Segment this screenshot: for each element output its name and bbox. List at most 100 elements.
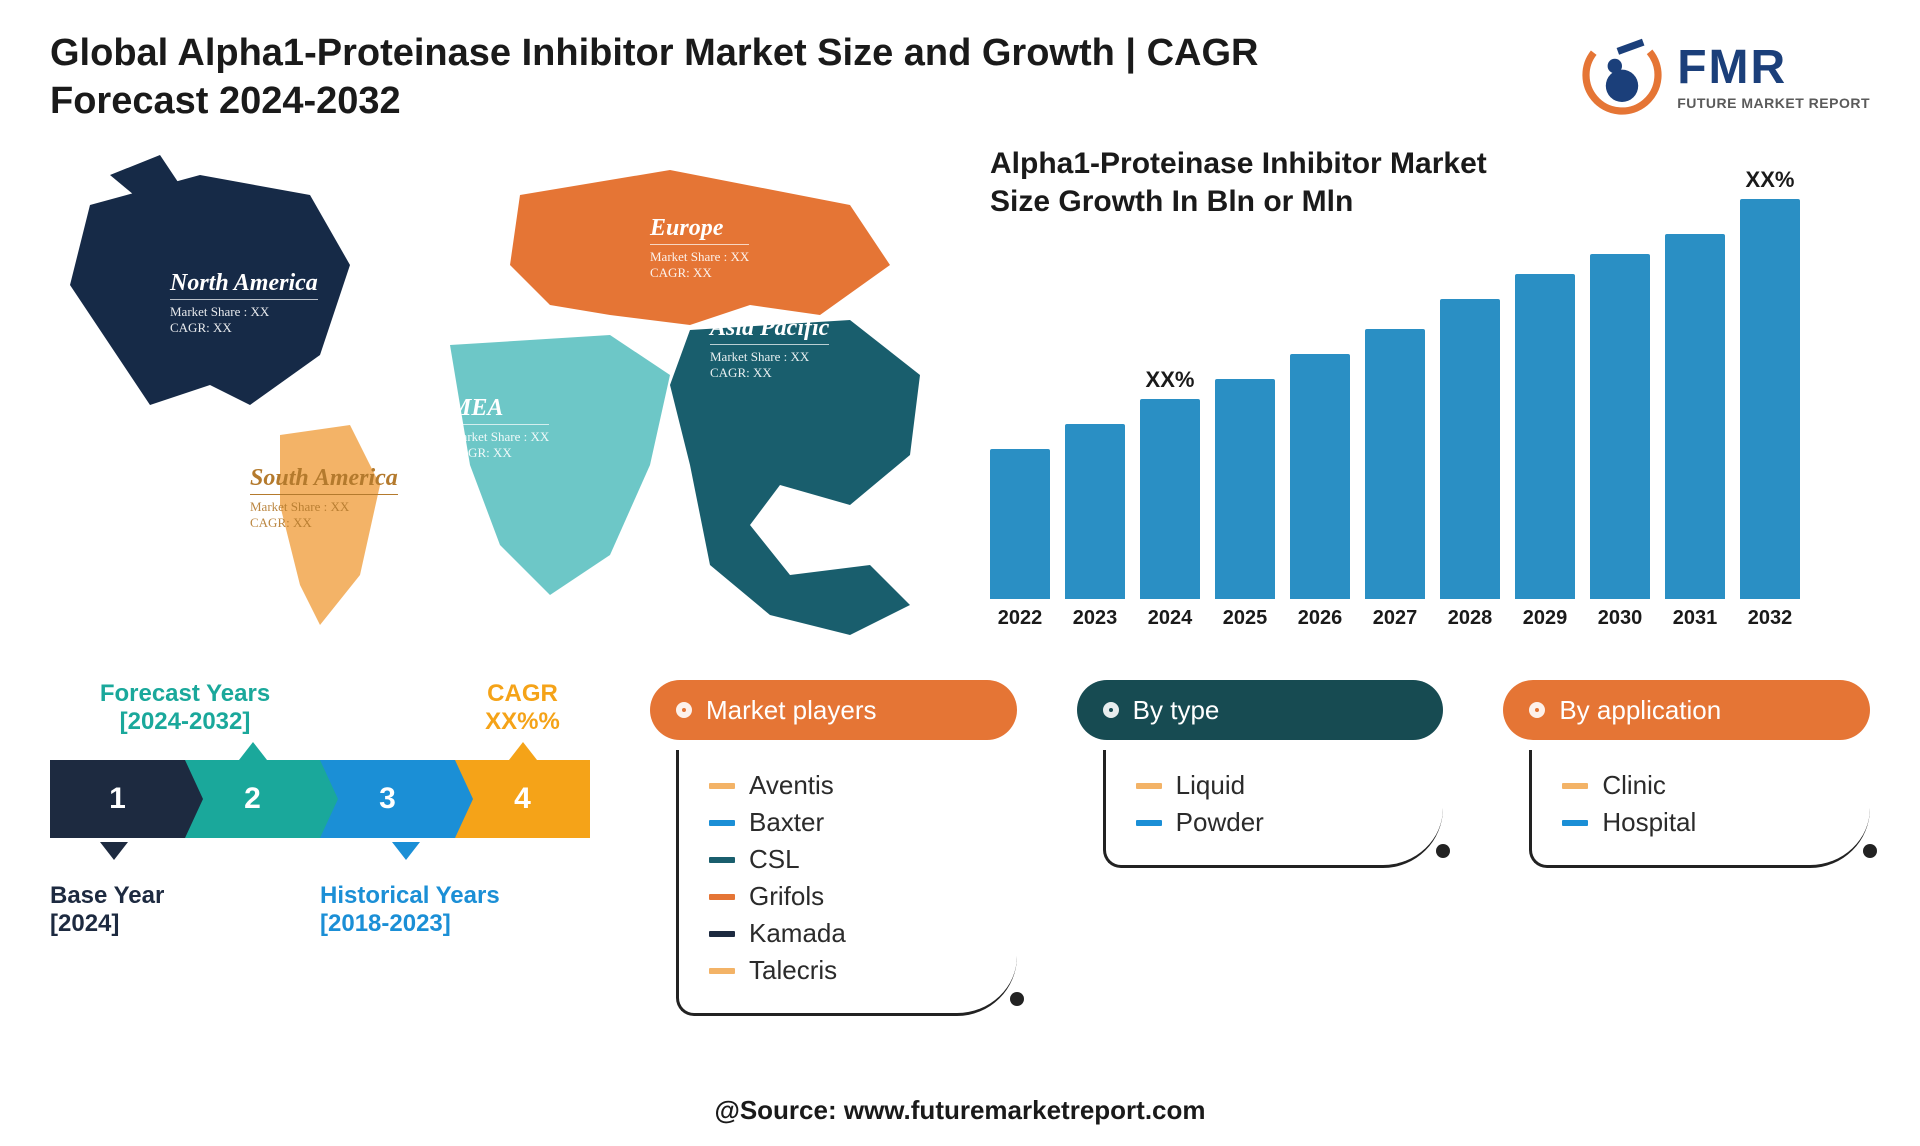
bar-year-label: 2022 <box>998 607 1043 630</box>
pct-callout: XX% <box>1146 367 1195 393</box>
region-mea <box>450 335 670 595</box>
timeline-number: 3 <box>379 782 396 816</box>
swatch-icon <box>709 820 735 826</box>
timeline-segment: 2 <box>185 760 320 838</box>
swatch-icon <box>709 968 735 974</box>
list-item: Clinic <box>1562 770 1870 801</box>
swatch-icon <box>709 931 735 937</box>
triangle-down-icon <box>100 842 128 860</box>
bar <box>1140 399 1200 599</box>
list-item: CSL <box>709 844 1017 875</box>
bar-year-label: 2027 <box>1373 607 1418 630</box>
bar-col: 2028 <box>1440 299 1500 630</box>
dot-icon <box>1010 992 1024 1006</box>
list-item: Talecris <box>709 955 1017 986</box>
telescope-globe-icon <box>1577 30 1667 120</box>
bar-year-label: 2024 <box>1148 607 1193 630</box>
dot-icon <box>1436 844 1450 858</box>
timeline-number: 2 <box>244 782 261 816</box>
label-sa: South America Market Share : XX CAGR: XX <box>250 465 398 531</box>
circle-icon <box>1529 702 1545 718</box>
bar-year-label: 2029 <box>1523 607 1568 630</box>
label-eu: Europe Market Share : XX CAGR: XX <box>650 215 749 281</box>
logo-text-fmr: FMR <box>1677 40 1870 95</box>
list-item: Powder <box>1136 807 1444 838</box>
world-map: North America Market Share : XX CAGR: XX… <box>50 145 950 645</box>
application-list: Clinic Hospital <box>1529 750 1870 868</box>
base-year-label: Base Year [2024] <box>50 882 320 938</box>
bar <box>1440 299 1500 599</box>
bar-col: 2027 <box>1365 329 1425 630</box>
by-application-col: By application Clinic Hospital <box>1503 680 1870 868</box>
bar <box>1515 274 1575 599</box>
timeline-segment: 3 <box>320 760 455 838</box>
bar-year-label: 2030 <box>1598 607 1643 630</box>
list-item-label: Talecris <box>749 955 837 986</box>
label-na: North America Market Share : XX CAGR: XX <box>170 270 318 336</box>
swatch-icon <box>1562 820 1588 826</box>
bars-container: 2022 2023 XX% 2024 2025 2026 2027 2028 2029 2030 2… <box>990 230 1870 630</box>
timeline-number: 1 <box>109 782 126 816</box>
list-item: Kamada <box>709 918 1017 949</box>
by-type-col: By type Liquid Powder <box>1077 680 1444 868</box>
bar <box>1665 234 1725 599</box>
timeline-panel: Forecast Years [2024-2032] CAGR XX%% 1 2 3… <box>50 680 590 938</box>
pill-by-type: By type <box>1077 680 1444 740</box>
players-list: Aventis Baxter CSL Grifols Kamada Talecris <box>676 750 1017 1016</box>
swatch-icon <box>1136 820 1162 826</box>
growth-bar-chart: Alpha1-Proteinase Inhibitor Market Size … <box>990 145 1870 645</box>
bar <box>1065 424 1125 599</box>
list-item-label: Liquid <box>1176 770 1245 801</box>
timeline-bar: 1 2 3 4 <box>50 760 590 838</box>
cagr-label: CAGR XX%% <box>455 680 590 736</box>
bar-col: 2030 <box>1590 254 1650 630</box>
page-title: Global Alpha1-Proteinase Inhibitor Marke… <box>50 30 1300 125</box>
bar <box>1290 354 1350 599</box>
bar-col: 2025 <box>1215 379 1275 630</box>
source-text: @Source: www.futuremarketreport.com <box>0 1095 1920 1126</box>
triangle-down-icon <box>392 842 420 860</box>
bar <box>1740 199 1800 599</box>
circle-icon <box>676 702 692 718</box>
list-item: Liquid <box>1136 770 1444 801</box>
bar-year-label: 2026 <box>1298 607 1343 630</box>
swatch-icon <box>1136 783 1162 789</box>
list-item: Hospital <box>1562 807 1870 838</box>
bar-col: XX%2032 <box>1740 167 1800 630</box>
bar-col: 2023 <box>1065 424 1125 630</box>
bar <box>1215 379 1275 599</box>
timeline-segment: 1 <box>50 760 185 838</box>
pill-market-players: Market players <box>650 680 1017 740</box>
list-item-label: Powder <box>1176 807 1264 838</box>
logo-text-sub: FUTURE MARKET REPORT <box>1677 95 1870 111</box>
list-item-label: Clinic <box>1602 770 1666 801</box>
forecast-label: Forecast Years [2024-2032] <box>50 680 320 736</box>
bar-col: 2031 <box>1665 234 1725 630</box>
list-item-label: Aventis <box>749 770 834 801</box>
list-item-label: Hospital <box>1602 807 1696 838</box>
bar <box>1590 254 1650 599</box>
bar-year-label: 2023 <box>1073 607 1118 630</box>
bar-col: 2022 <box>990 449 1050 630</box>
bar <box>1365 329 1425 599</box>
swatch-icon <box>709 894 735 900</box>
triangle-up-icon <box>509 742 537 760</box>
pill-by-application: By application <box>1503 680 1870 740</box>
bar-year-label: 2028 <box>1448 607 1493 630</box>
bar-year-label: 2025 <box>1223 607 1268 630</box>
bar-col: 2026 <box>1290 354 1350 630</box>
historical-label: Historical Years [2018-2023] <box>320 882 590 938</box>
list-item-label: Grifols <box>749 881 824 912</box>
swatch-icon <box>1562 783 1588 789</box>
triangle-up-icon <box>239 742 267 760</box>
timeline-number: 4 <box>514 782 531 816</box>
list-item-label: Kamada <box>749 918 846 949</box>
list-item-label: Baxter <box>749 807 824 838</box>
circle-icon <box>1103 702 1119 718</box>
type-list: Liquid Powder <box>1103 750 1444 868</box>
swatch-icon <box>709 857 735 863</box>
dot-icon <box>1863 844 1877 858</box>
list-item: Aventis <box>709 770 1017 801</box>
label-ap: Asia Pacific Market Share : XX CAGR: XX <box>710 315 829 381</box>
market-players-col: Market players Aventis Baxter CSL Grifols Ka… <box>650 680 1017 1016</box>
